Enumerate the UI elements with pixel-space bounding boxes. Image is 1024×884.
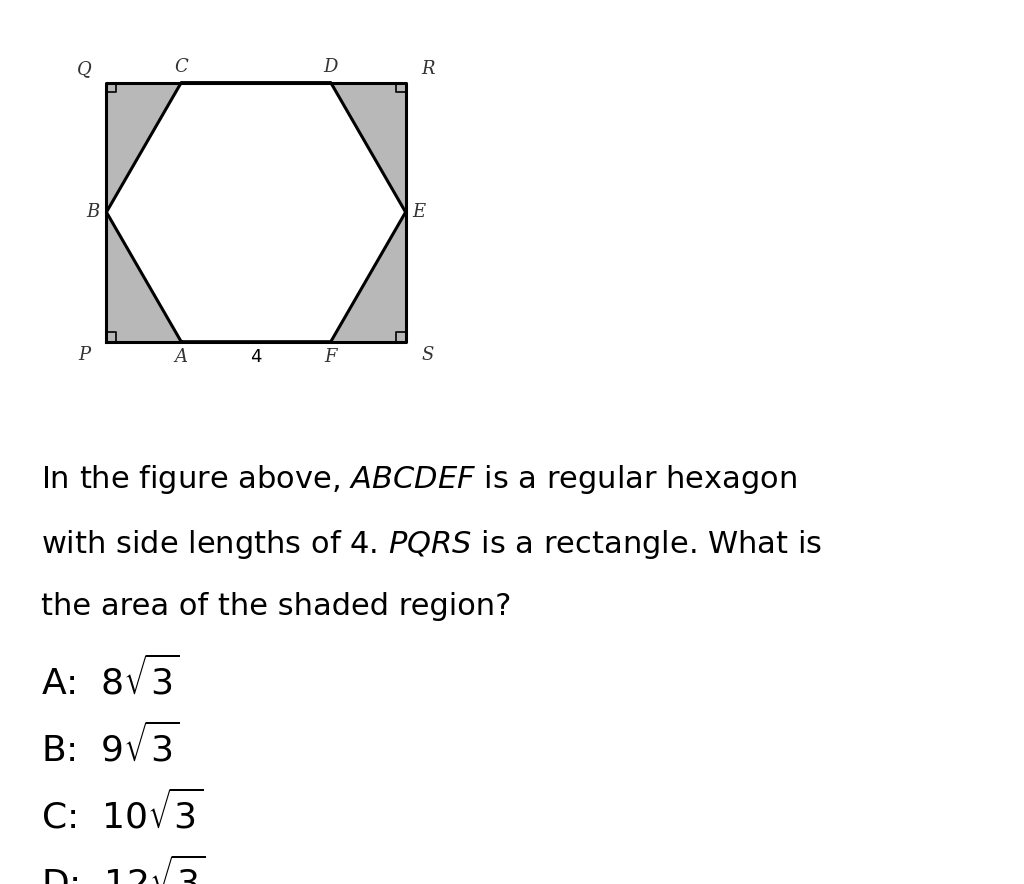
Text: B: B <box>86 203 99 221</box>
Text: E: E <box>413 203 426 221</box>
Text: F: F <box>325 348 337 366</box>
Polygon shape <box>331 212 406 342</box>
Text: C:  $10\sqrt{3}$: C: $10\sqrt{3}$ <box>41 790 203 835</box>
Text: D:  $12\sqrt{3}$: D: $12\sqrt{3}$ <box>41 857 206 884</box>
Polygon shape <box>106 212 181 342</box>
Text: R: R <box>421 60 435 78</box>
Text: 4: 4 <box>250 348 262 366</box>
Polygon shape <box>106 82 181 212</box>
Polygon shape <box>331 82 406 212</box>
Text: D: D <box>324 58 338 76</box>
Text: S: S <box>422 347 434 364</box>
Text: the area of the shaded region?: the area of the shaded region? <box>41 592 511 621</box>
Text: In the figure above, $\mathit{ABCDEF}$ is a regular hexagon: In the figure above, $\mathit{ABCDEF}$ i… <box>41 463 797 496</box>
Text: P: P <box>78 347 90 364</box>
Text: A:  $8\sqrt{3}$: A: $8\sqrt{3}$ <box>41 656 179 702</box>
Text: with side lengths of 4. $\mathit{PQRS}$ is a rectangle. What is: with side lengths of 4. $\mathit{PQRS}$ … <box>41 528 822 560</box>
Text: B:  $9\sqrt{3}$: B: $9\sqrt{3}$ <box>41 723 179 768</box>
Text: Q: Q <box>77 60 91 78</box>
Text: C: C <box>174 58 188 76</box>
Text: A: A <box>175 348 187 366</box>
